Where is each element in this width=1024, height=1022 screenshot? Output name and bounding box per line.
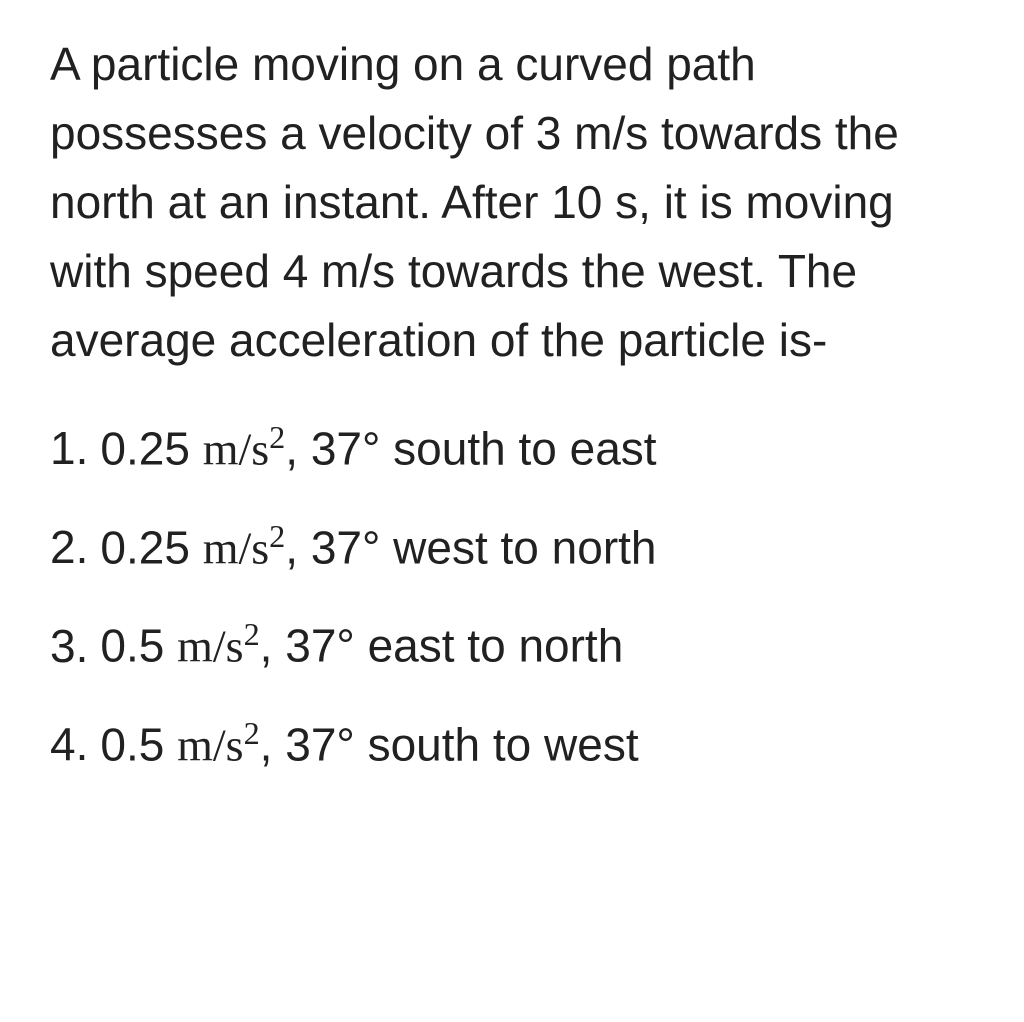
option-direction: south to west [355,718,639,770]
option-3: 3. 0.5 m/s2, 37° east to north [50,612,974,679]
option-value: 0.25 [100,422,190,474]
option-separator: , [285,521,311,573]
option-angle: 37° [285,718,355,770]
option-unit-exp: 2 [269,419,285,455]
option-unit-s: s [226,719,244,770]
option-direction: west to north [380,521,656,573]
option-unit-m: m [203,522,239,573]
option-unit-slash: / [238,423,251,474]
option-unit-exp: 2 [244,616,260,652]
option-number: 1. [50,416,88,480]
option-value: 0.5 [100,620,164,672]
option-value: 0.5 [100,718,164,770]
option-unit-m: m [177,719,213,770]
option-unit-s: s [226,621,244,672]
option-content: 0.5 m/s2, 37° east to north [100,612,623,679]
option-number: 4. [50,712,88,776]
option-separator: , [285,422,311,474]
option-content: 0.5 m/s2, 37° south to west [100,711,638,778]
option-number: 2. [50,515,88,579]
option-4: 4. 0.5 m/s2, 37° south to west [50,711,974,778]
option-number: 3. [50,614,88,678]
option-unit-s: s [251,423,269,474]
option-direction: south to east [380,422,656,474]
option-unit-m: m [203,423,239,474]
option-unit-slash: / [238,522,251,573]
question-text: A particle moving on a curved path posse… [50,30,974,375]
option-separator: , [260,620,286,672]
option-unit-slash: / [213,719,226,770]
option-1: 1. 0.25 m/s2, 37° south to east [50,415,974,482]
option-angle: 37° [311,422,381,474]
option-angle: 37° [285,620,355,672]
option-unit-slash: / [213,621,226,672]
option-2: 2. 0.25 m/s2, 37° west to north [50,514,974,581]
option-unit-s: s [251,522,269,573]
option-separator: , [260,718,286,770]
options-list: 1. 0.25 m/s2, 37° south to east 2. 0.25 … [50,415,974,778]
option-content: 0.25 m/s2, 37° west to north [100,514,656,581]
option-value: 0.25 [100,521,190,573]
option-direction: east to north [355,620,624,672]
option-unit-exp: 2 [244,715,260,751]
option-unit-exp: 2 [269,518,285,554]
option-unit-m: m [177,621,213,672]
option-content: 0.25 m/s2, 37° south to east [100,415,656,482]
option-angle: 37° [311,521,381,573]
